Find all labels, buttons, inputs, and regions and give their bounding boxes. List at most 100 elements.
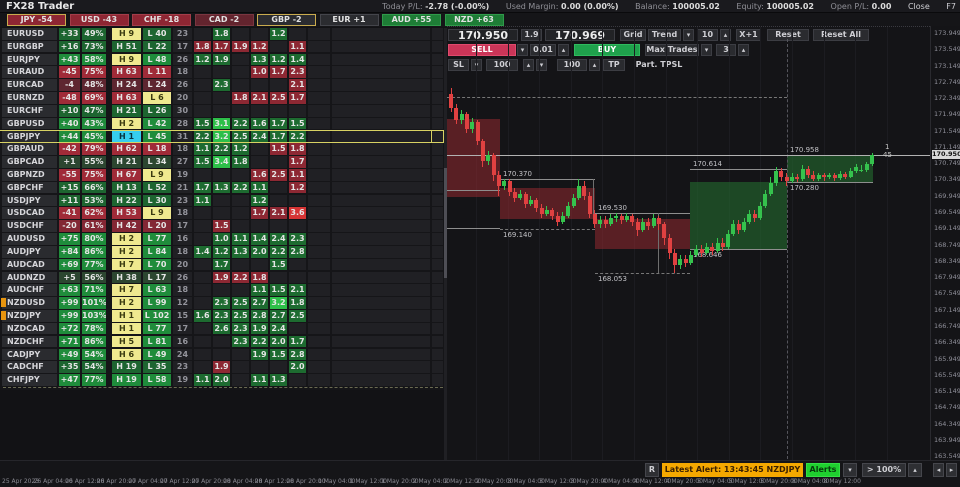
- low-cell[interactable]: L 17: [143, 271, 171, 284]
- signal-cell[interactable]: 1.3: [232, 245, 249, 258]
- mini-cell[interactable]: [432, 143, 443, 155]
- signal-cell[interactable]: 2.2: [270, 245, 287, 258]
- high-cell[interactable]: H 67: [112, 169, 141, 181]
- sl-button[interactable]: SL: [448, 59, 469, 71]
- signal-cell[interactable]: 2.5: [270, 92, 287, 104]
- low-cell[interactable]: L 40: [143, 28, 171, 40]
- signal-cell[interactable]: 3.1: [213, 117, 230, 130]
- low-cell[interactable]: L 58: [143, 374, 171, 386]
- strength-value[interactable]: +11: [59, 194, 80, 207]
- high-cell[interactable]: H 53: [112, 207, 141, 220]
- mini-cell[interactable]: [432, 28, 443, 40]
- signal-cell[interactable]: 2.4: [251, 130, 268, 143]
- signal-cell[interactable]: 1.1: [251, 181, 268, 194]
- signal-cell[interactable]: 1.1: [289, 169, 306, 181]
- low-cell[interactable]: L 24: [143, 79, 171, 91]
- strength-value[interactable]: +33: [59, 28, 80, 40]
- signal-cell[interactable]: 1.7: [213, 258, 230, 271]
- signal-cell[interactable]: 1.9: [232, 40, 249, 53]
- low-cell[interactable]: L 52: [143, 181, 171, 194]
- percent-value[interactable]: 69%: [82, 92, 106, 104]
- signal-cell[interactable]: 1.5: [270, 258, 287, 271]
- signal-cell[interactable]: 1.4: [194, 245, 211, 258]
- low-cell[interactable]: L 35: [143, 361, 171, 373]
- strength-value[interactable]: +84: [59, 245, 80, 258]
- signal-cell[interactable]: 2.5: [232, 310, 249, 322]
- mini-cell[interactable]: [432, 181, 443, 194]
- candlestick-chart[interactable]: 170.950 1.9 170.969 Grid Trend ▾ 10 ▴ X+…: [447, 26, 930, 460]
- low-cell[interactable]: L 9: [143, 207, 171, 220]
- signal-cell[interactable]: 1.2: [270, 53, 287, 66]
- strength-button-gbp[interactable]: GBP -2: [257, 14, 316, 26]
- signal-cell[interactable]: 1.4: [289, 53, 306, 66]
- mini-cell[interactable]: [432, 104, 443, 117]
- strength-value[interactable]: +71: [59, 335, 80, 348]
- strength-value[interactable]: +1: [59, 156, 80, 168]
- reset-button[interactable]: Reset: [767, 29, 809, 41]
- percent-value[interactable]: 103%: [82, 310, 106, 322]
- signal-cell[interactable]: 1.6: [194, 310, 211, 322]
- high-cell[interactable]: H 9: [112, 53, 141, 66]
- low-cell[interactable]: L 77: [143, 322, 171, 335]
- percent-value[interactable]: 48%: [82, 79, 106, 91]
- signal-cell[interactable]: 2.5: [232, 297, 249, 309]
- signal-cell[interactable]: 1.2: [213, 245, 230, 258]
- low-cell[interactable]: L 30: [143, 194, 171, 207]
- strength-value[interactable]: -45: [59, 66, 80, 79]
- scroll-right-icon[interactable]: ▸: [946, 463, 957, 477]
- part-tpsl-button[interactable]: Part. TPSL: [635, 60, 683, 69]
- percent-value[interactable]: 73%: [82, 40, 106, 53]
- percent-value[interactable]: 62%: [82, 207, 106, 220]
- low-cell[interactable]: L 45: [143, 130, 171, 143]
- signal-cell[interactable]: 1.7: [289, 335, 306, 348]
- percent-value[interactable]: 79%: [82, 143, 106, 155]
- signal-cell[interactable]: 1.3: [251, 53, 268, 66]
- high-cell[interactable]: H 7: [112, 258, 141, 271]
- sl-up-icon[interactable]: ▴: [523, 59, 534, 71]
- mini-cell[interactable]: [432, 284, 443, 296]
- matrix-row-gbpcad[interactable]: GBPCAD +1 55% H 21 L 34 27 1.5 3.4 1.8 1.7: [0, 156, 445, 168]
- signal-cell[interactable]: 1.7: [213, 40, 230, 53]
- lot-size-up-icon[interactable]: ▴: [558, 44, 569, 56]
- signal-cell[interactable]: 2.1: [289, 79, 306, 91]
- strength-value[interactable]: +99: [59, 297, 80, 309]
- percent-value[interactable]: 78%: [82, 322, 106, 335]
- percent-value[interactable]: 75%: [82, 169, 106, 181]
- high-cell[interactable]: H 24: [112, 79, 141, 91]
- high-cell[interactable]: H 7: [112, 284, 141, 296]
- signal-cell[interactable]: 2.5: [289, 310, 306, 322]
- high-cell[interactable]: H 38: [112, 271, 141, 284]
- high-cell[interactable]: H 9: [112, 28, 141, 40]
- percent-value[interactable]: 53%: [82, 194, 106, 207]
- trend-dropdown[interactable]: Trend: [648, 29, 681, 41]
- signal-cell[interactable]: 1.5: [270, 284, 287, 296]
- signal-cell[interactable]: 2.3: [289, 66, 306, 79]
- strength-value[interactable]: -42: [59, 143, 80, 155]
- signal-cell[interactable]: 1.9: [213, 271, 230, 284]
- low-cell[interactable]: L 48: [143, 53, 171, 66]
- mini-cell[interactable]: [432, 220, 443, 232]
- signal-cell[interactable]: 2.2: [232, 117, 249, 130]
- mini-cell[interactable]: [432, 40, 443, 53]
- mini-cell[interactable]: [432, 156, 443, 168]
- signal-cell[interactable]: 3.2: [270, 297, 287, 309]
- percent-value[interactable]: 61%: [82, 220, 106, 232]
- signal-cell[interactable]: 2.3: [289, 233, 306, 245]
- high-cell[interactable]: H 19: [112, 361, 141, 373]
- strength-value[interactable]: +63: [59, 284, 80, 296]
- signal-cell[interactable]: 1.2: [232, 143, 249, 155]
- high-cell[interactable]: H 19: [112, 374, 141, 386]
- percent-value[interactable]: 45%: [82, 130, 106, 143]
- signal-cell[interactable]: 1.3: [270, 374, 287, 386]
- signal-cell[interactable]: 1.2: [251, 194, 268, 207]
- signal-cell[interactable]: 1.1: [194, 143, 211, 155]
- strength-value[interactable]: +43: [59, 53, 80, 66]
- strength-value[interactable]: +5: [59, 271, 80, 284]
- mini-cell[interactable]: [432, 374, 443, 386]
- sl-value[interactable]: 100: [486, 59, 518, 71]
- buy-button[interactable]: BUY: [574, 44, 640, 56]
